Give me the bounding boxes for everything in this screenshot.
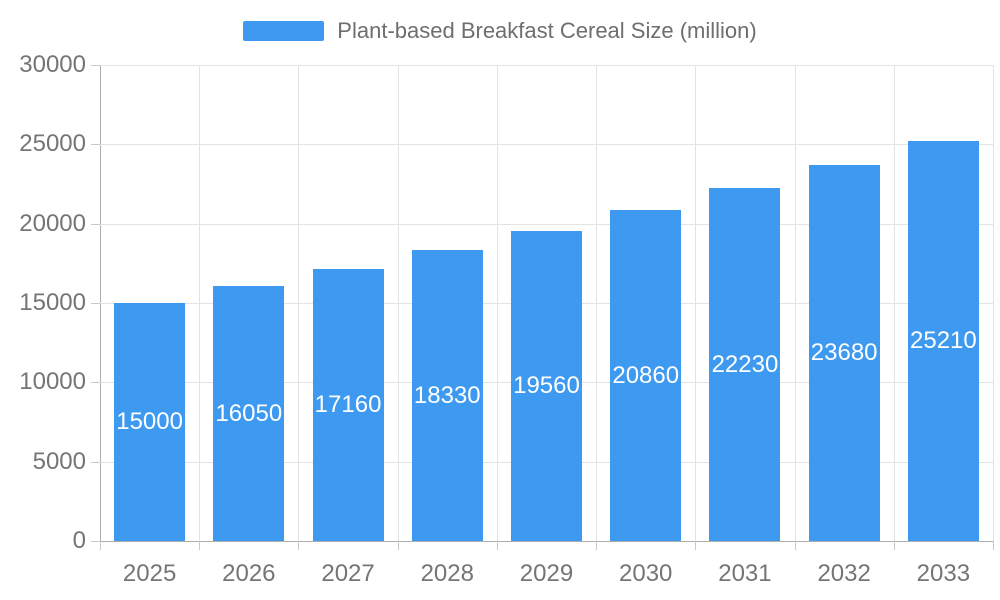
x-tick-label-2027: 2027 — [321, 560, 375, 587]
bar-2030[interactable] — [610, 210, 682, 541]
x-tick-mark — [100, 541, 101, 550]
x-tick-mark — [496, 541, 498, 550]
v-gridline — [397, 65, 399, 541]
x-tick-mark — [199, 541, 201, 550]
v-gridline — [993, 65, 994, 541]
h-gridline — [100, 223, 993, 225]
y-tick-label: 30000 — [19, 51, 86, 78]
y-tick-label: 0 — [72, 527, 86, 554]
v-gridline — [298, 65, 300, 541]
bar-2033[interactable] — [907, 141, 979, 541]
y-tick-label: 15000 — [19, 289, 86, 316]
bar-2028[interactable] — [411, 250, 483, 541]
y-tick-mark — [91, 65, 100, 66]
y-tick-label: 10000 — [19, 368, 86, 396]
y-tick-mark — [91, 461, 100, 463]
x-tick-label-2028: 2028 — [420, 560, 474, 587]
h-gridline — [100, 65, 993, 66]
x-tick-label-2025: 2025 — [122, 560, 177, 587]
x-tick-label-2026: 2026 — [222, 560, 276, 587]
x-tick-label-2033: 2033 — [916, 560, 971, 587]
h-gridline — [100, 144, 993, 146]
x-tick-mark — [695, 541, 697, 550]
legend[interactable]: Plant-based Breakfast Cereal Size (milli… — [0, 12, 1000, 50]
v-gridline — [893, 65, 895, 541]
x-tick-label-2029: 2029 — [519, 560, 574, 587]
y-tick-mark — [91, 144, 100, 146]
y-tick-mark — [91, 303, 100, 304]
bar-2027[interactable] — [312, 268, 384, 541]
x-axis-line — [100, 541, 993, 542]
y-tick-label: 5000 — [32, 447, 86, 475]
x-tick-mark — [596, 541, 598, 550]
x-tick-mark — [993, 541, 994, 550]
x-tick-mark — [893, 541, 895, 550]
x-tick-label-2032: 2032 — [817, 560, 871, 587]
bar-2031[interactable] — [709, 188, 781, 541]
bar-2026[interactable] — [213, 286, 285, 541]
legend-label: Plant-based Breakfast Cereal Size (milli… — [337, 18, 757, 43]
bar-2032[interactable] — [808, 165, 880, 541]
y-axis-line — [100, 65, 101, 549]
legend-swatch-icon — [243, 21, 325, 41]
x-tick-mark — [794, 541, 796, 550]
v-gridline — [596, 65, 598, 541]
v-gridline — [199, 65, 201, 541]
x-tick-mark — [298, 541, 300, 550]
bar-2029[interactable] — [511, 230, 582, 541]
y-tick-mark — [91, 382, 100, 384]
v-gridline — [794, 65, 796, 541]
y-tick-mark — [91, 541, 100, 542]
bar-2025[interactable] — [114, 303, 186, 541]
v-gridline — [496, 65, 498, 541]
x-tick-mark — [397, 541, 399, 550]
x-tick-label-2030: 2030 — [619, 560, 673, 587]
plot-area: 15000 16050 17160 18330 19560 20860 22230 23680… — [100, 65, 994, 541]
y-tick-mark — [91, 223, 100, 225]
y-tick-label: 20000 — [19, 209, 86, 237]
v-gridline — [695, 65, 697, 541]
x-tick-label-2031: 2031 — [718, 560, 772, 587]
y-tick-label: 25000 — [19, 130, 86, 158]
